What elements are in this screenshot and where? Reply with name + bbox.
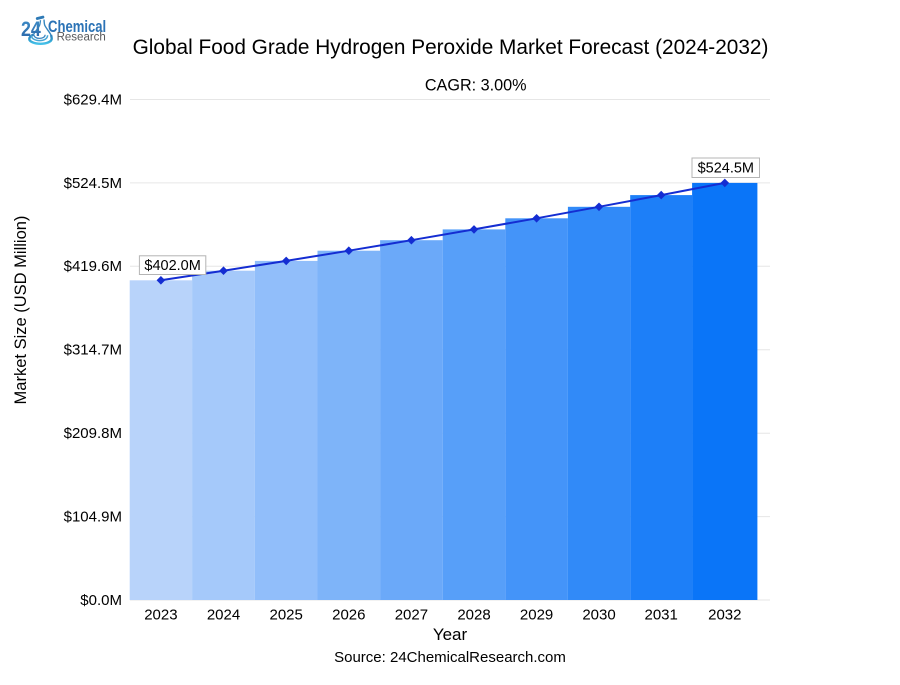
svg-text:2024: 2024 <box>207 607 240 624</box>
svg-text:Research: Research <box>57 31 106 43</box>
svg-text:$524.5M: $524.5M <box>64 175 122 192</box>
svg-text:$524.5M: $524.5M <box>698 161 754 177</box>
svg-text:2023: 2023 <box>144 607 177 624</box>
svg-text:$629.4M: $629.4M <box>64 91 122 108</box>
svg-text:$0.0M: $0.0M <box>80 592 122 609</box>
svg-text:24: 24 <box>21 18 41 42</box>
svg-text:$104.9M: $104.9M <box>64 509 122 526</box>
svg-text:$209.8M: $209.8M <box>64 425 122 442</box>
svg-text:Source: 24ChemicalResearch.com: Source: 24ChemicalResearch.com <box>334 649 566 666</box>
svg-text:2032: 2032 <box>708 607 741 624</box>
svg-text:2031: 2031 <box>645 607 678 624</box>
svg-text:2029: 2029 <box>520 607 553 624</box>
svg-text:2030: 2030 <box>582 607 615 624</box>
svg-text:2028: 2028 <box>457 607 490 624</box>
svg-text:Global Food Grade Hydrogen Per: Global Food Grade Hydrogen Peroxide Mark… <box>133 36 769 59</box>
svg-text:Market Size (USD Million): Market Size (USD Million) <box>12 216 30 405</box>
svg-text:2027: 2027 <box>395 607 428 624</box>
svg-text:Chemical: Chemical <box>48 17 106 36</box>
svg-text:$402.0M: $402.0M <box>144 258 200 274</box>
svg-text:2025: 2025 <box>270 607 303 624</box>
svg-text:$314.7M: $314.7M <box>64 342 122 359</box>
svg-text:2026: 2026 <box>332 607 365 624</box>
svg-text:$419.6M: $419.6M <box>64 258 122 275</box>
svg-text:CAGR: 3.00%: CAGR: 3.00% <box>425 77 527 95</box>
svg-text:Year: Year <box>433 625 468 644</box>
